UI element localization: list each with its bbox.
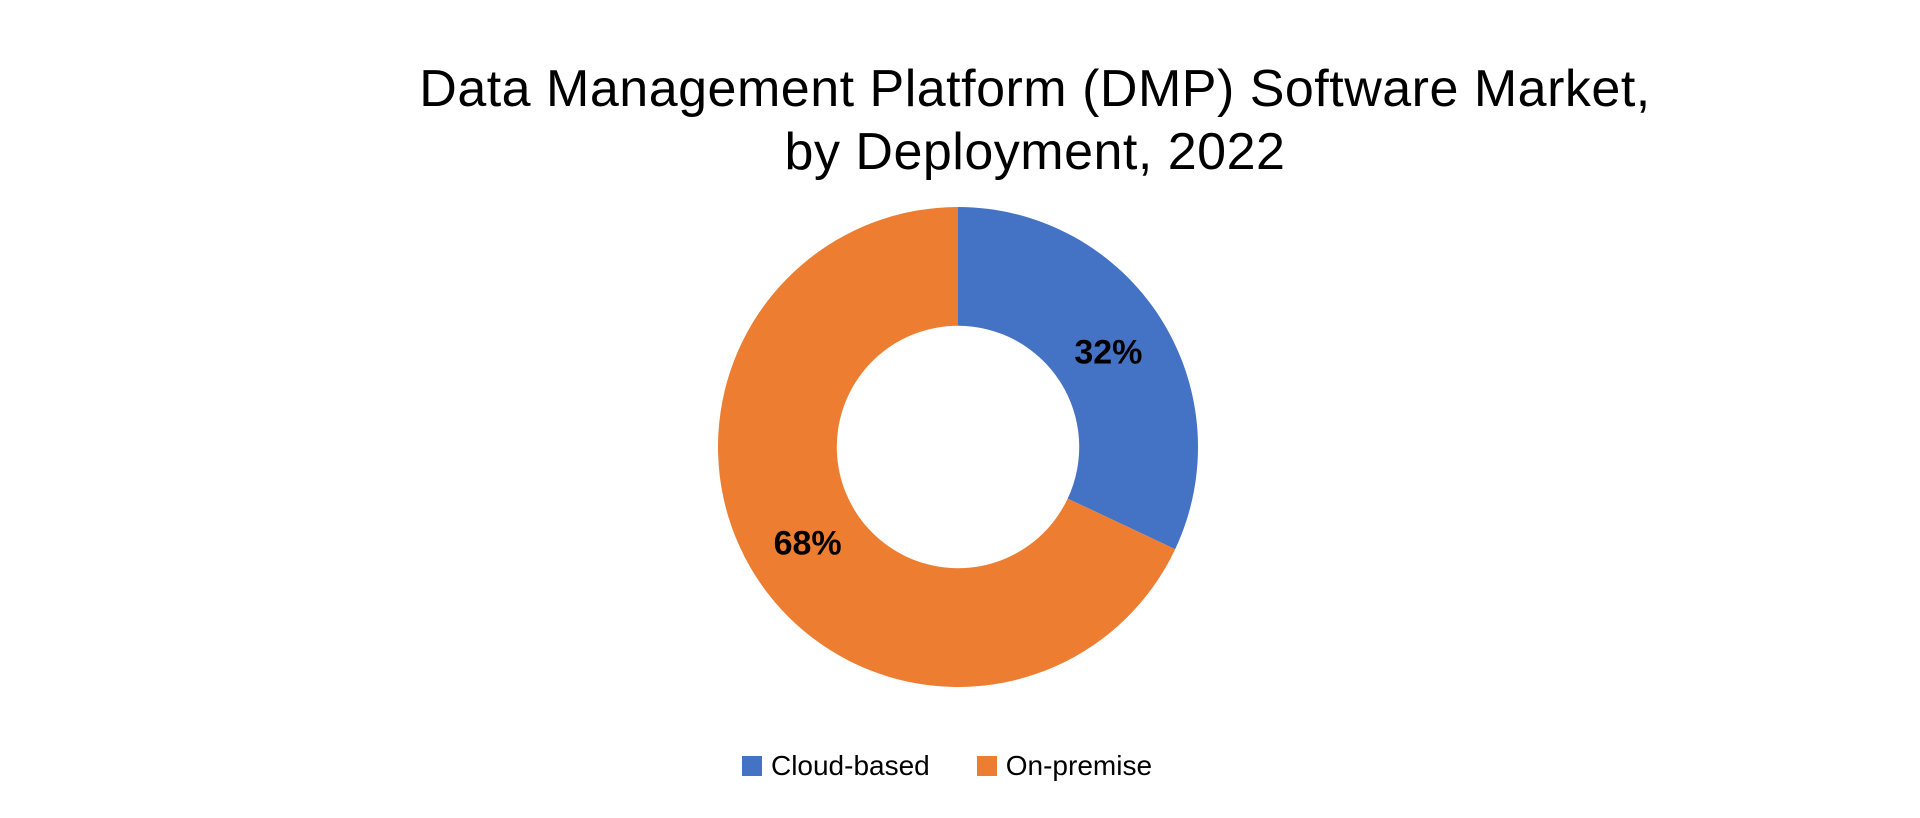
legend-label-cloud-based: Cloud-based [770, 750, 930, 781]
donut-slice-on-premise [718, 207, 1176, 687]
slice-label-cloud-based: 32% [1074, 334, 1142, 372]
legend-item-cloud-based: Cloud-based [741, 749, 930, 783]
chart-title-line2: by Deployment, 2022 [784, 123, 1286, 181]
chart-title: Data Management Platform (DMP) Software … [335, 58, 1735, 184]
legend-label-on-premise: On-premise [1005, 750, 1153, 781]
legend-item-on-premise: On-premise [976, 749, 1153, 783]
legend-swatch-cloud-based [741, 756, 762, 776]
legend-swatch-on-premise [976, 756, 997, 776]
chart-title-line1: Data Management Platform (DMP) Software … [419, 60, 1651, 118]
legend: Cloud-based On-premise [0, 746, 1907, 786]
slice-label-on-premise: 68% [774, 524, 842, 562]
donut-slice-cloud-based [958, 207, 1199, 550]
